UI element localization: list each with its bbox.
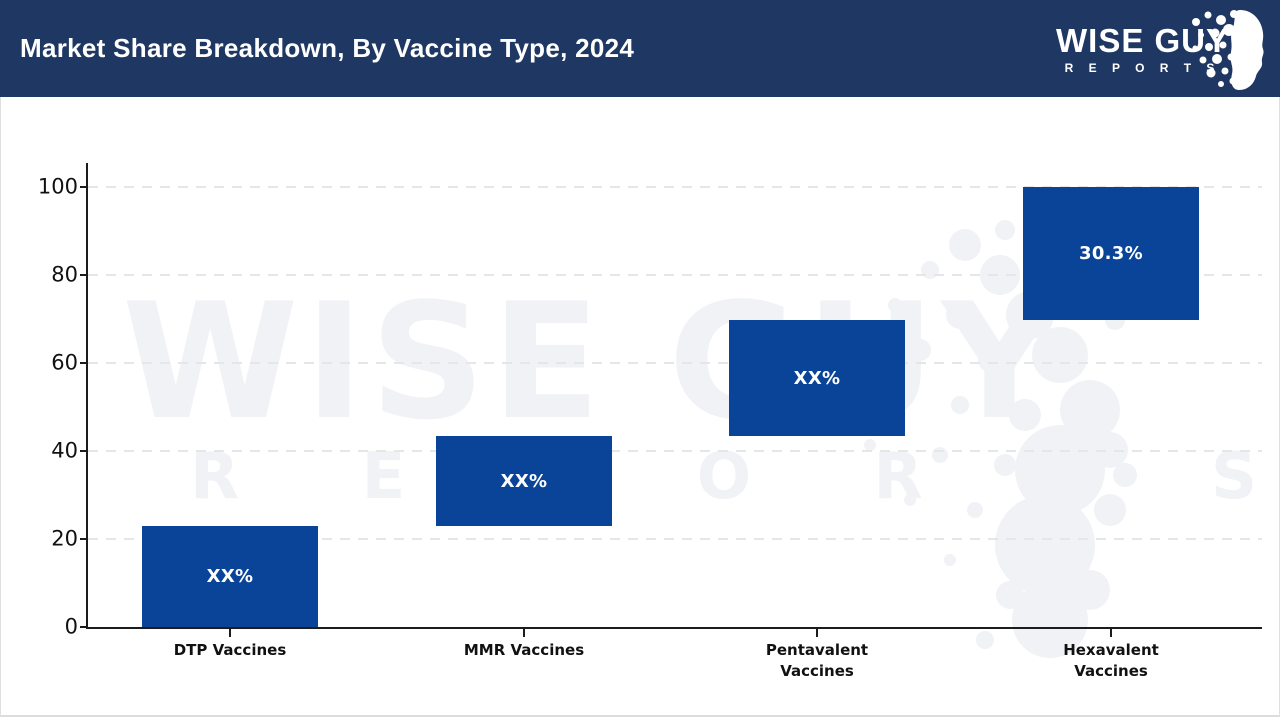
x-axis-category-label: Pentavalent Vaccines <box>765 641 869 680</box>
y-axis-tick-mark <box>80 274 88 276</box>
y-axis-tick-label: 40 <box>51 438 78 463</box>
y-axis-tick-mark <box>80 626 88 628</box>
y-gridline <box>88 274 1262 276</box>
page-title: Market Share Breakdown, By Vaccine Type,… <box>20 33 635 63</box>
x-axis-line <box>86 627 1262 629</box>
y-gridline <box>88 538 1262 540</box>
brand-logo-wiseguy: WISE GUY <box>1056 22 1230 59</box>
bar-value-label: XX% <box>206 565 254 587</box>
y-axis-tick-label: 0 <box>64 614 78 639</box>
brand-logo-reports: R E P O R T S <box>1064 61 1221 75</box>
x-axis-tick-mark <box>1110 629 1112 637</box>
y-axis-tick-mark <box>80 362 88 364</box>
y-axis-tick-mark <box>80 538 88 540</box>
y-gridline <box>88 186 1262 188</box>
market-share-bar: XX% <box>436 436 612 526</box>
bar-value-label: 30.3% <box>1079 242 1143 264</box>
x-axis-tick-mark <box>523 629 525 637</box>
y-axis-tick-label: 60 <box>51 350 78 375</box>
header-bar: Market Share Breakdown, By Vaccine Type,… <box>0 0 1280 97</box>
brand-logo: WISE GUY R E P O R T S <box>1026 6 1266 92</box>
bar-value-label: XX% <box>793 367 841 389</box>
y-axis-tick-label: 20 <box>51 526 78 551</box>
brand-logo-text: WISE GUY R E P O R T S <box>1056 24 1229 76</box>
y-gridline <box>88 362 1262 364</box>
y-gridline <box>88 450 1262 452</box>
market-share-bar: 30.3% <box>1023 187 1199 320</box>
market-share-bar: XX% <box>729 319 905 437</box>
x-axis-category-label: Hexavalent Vaccines <box>1063 641 1159 680</box>
y-axis-tick-label: 100 <box>37 174 78 199</box>
y-axis-tick-mark <box>80 450 88 452</box>
y-axis-tick-mark <box>80 186 88 188</box>
x-axis-category-label: MMR Vaccines <box>463 641 585 659</box>
y-axis-line <box>86 163 88 629</box>
x-axis-tick-mark <box>816 629 818 637</box>
brand-face-icon <box>1192 10 1264 90</box>
bar-value-label: XX% <box>500 470 548 492</box>
x-axis-category-label: DTP Vaccines <box>173 641 287 659</box>
market-share-bar: XX% <box>142 525 318 627</box>
frame-bottom-line <box>0 715 1280 717</box>
x-axis-tick-mark <box>229 629 231 637</box>
frame-left-line <box>0 97 1 716</box>
y-axis-tick-label: 80 <box>51 262 78 287</box>
